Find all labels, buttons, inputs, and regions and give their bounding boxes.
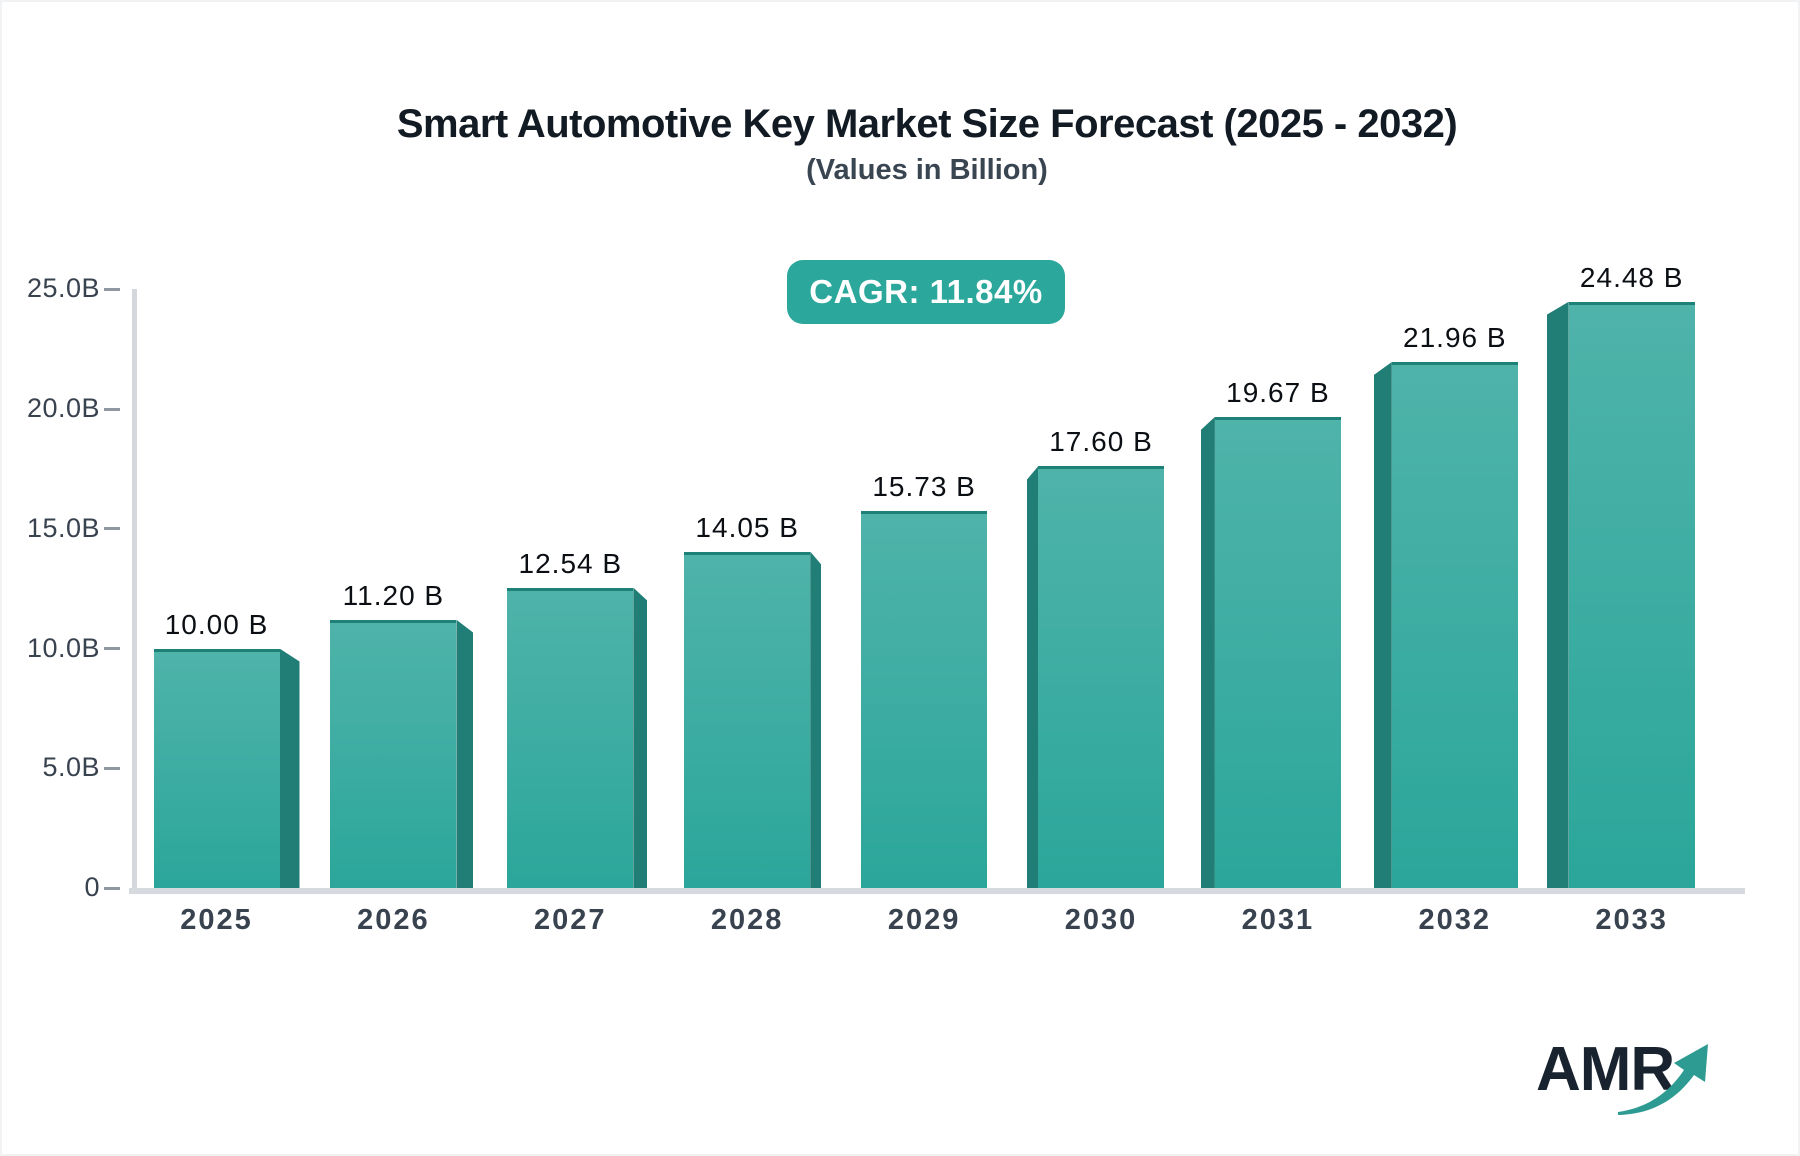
- bar-2026: [330, 619, 457, 891]
- y-tick-dash: [104, 886, 120, 890]
- y-tick-dash: [104, 287, 120, 291]
- amr-logo: AMR: [1522, 1032, 1742, 1122]
- y-axis-line: [132, 289, 137, 890]
- y-tick-dash: [104, 766, 120, 770]
- x-tick-label-2026: 2026: [357, 904, 430, 936]
- bar-value-label-2031: 19.67 B: [1226, 376, 1330, 408]
- y-tick-label: 0: [84, 872, 100, 902]
- y-tick-label: 20.0B: [26, 393, 100, 423]
- y-tick-label: 25.0B: [26, 273, 100, 304]
- x-tick-label-2033: 2033: [1595, 904, 1668, 936]
- bar-2029: [861, 511, 988, 891]
- y-tick-dash: [104, 647, 120, 650]
- growth-arrow-icon: [1618, 1044, 1708, 1115]
- bar-value-label-2030: 17.60 B: [1049, 426, 1153, 458]
- bar-side-face-2031: [1200, 416, 1215, 891]
- bar-value-label-2033: 24.48 B: [1579, 261, 1684, 293]
- chart-title: Smart Automotive Key Market Size Forecas…: [396, 102, 1458, 146]
- bar-2030: [1038, 466, 1164, 891]
- bar-2027: [507, 587, 634, 891]
- x-tick-label-2031: 2031: [1241, 904, 1315, 936]
- cagr-badge: CAGR: 11.84%: [787, 260, 1065, 324]
- y-tick-label: 15.0B: [26, 512, 100, 543]
- bar-side-face-2025: [279, 648, 300, 891]
- bar-2031: [1214, 416, 1341, 891]
- x-tick-label-2027: 2027: [534, 904, 607, 936]
- y-tick-label: 10.0B: [26, 632, 100, 663]
- bar-2033: [1568, 301, 1695, 891]
- bar-2028: [684, 551, 811, 891]
- bar-side-face-2030: [1027, 466, 1038, 891]
- x-tick-label-2030: 2030: [1064, 904, 1138, 936]
- x-tick-label-2025: 2025: [180, 904, 253, 936]
- x-tick-label-2029: 2029: [887, 904, 961, 936]
- x-axis-line: [129, 888, 1745, 894]
- bar-side-face-2033: [1546, 301, 1569, 891]
- bar-value-label-2025: 10.00 B: [164, 608, 269, 640]
- amr-logo-text: AMR: [1536, 1035, 1675, 1104]
- bar-side-face-2028: [810, 551, 822, 891]
- y-tick-dash: [104, 407, 120, 411]
- bar-side-face-2032: [1373, 362, 1392, 891]
- bar-2032: [1391, 362, 1518, 891]
- y-tick-label: 5.0B: [42, 752, 100, 783]
- bar-side-face-2026: [456, 619, 474, 891]
- bar-2025: [153, 648, 280, 891]
- x-tick-label-2032: 2032: [1418, 904, 1492, 936]
- bar-value-label-2026: 11.20 B: [342, 579, 445, 611]
- bar-value-label-2032: 21.96 B: [1403, 322, 1507, 354]
- x-tick-label-2028: 2028: [710, 904, 784, 936]
- chart-subtitle: (Values in Billion): [806, 154, 1048, 186]
- bar-value-label-2027: 12.54 B: [518, 547, 623, 579]
- y-tick-dash: [104, 527, 120, 531]
- bar-side-face-2027: [633, 587, 648, 891]
- bar-value-label-2028: 14.05 B: [695, 511, 799, 543]
- bar-value-label-2029: 15.73 B: [872, 471, 976, 503]
